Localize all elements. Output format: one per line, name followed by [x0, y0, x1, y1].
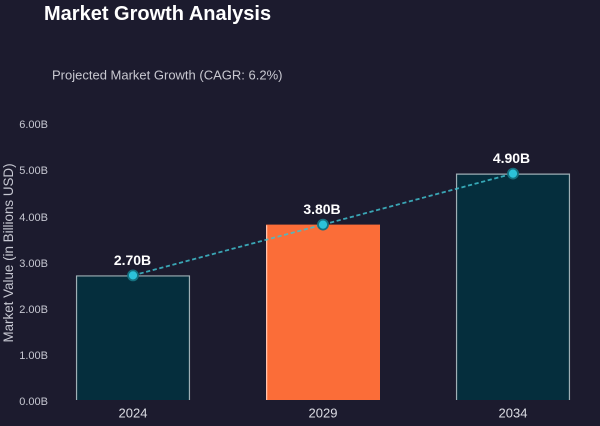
svg-text:Market Growth Analysis: Market Growth Analysis — [44, 3, 271, 25]
svg-text:0.00B: 0.00B — [19, 396, 48, 408]
svg-text:2.70B: 2.70B — [114, 252, 151, 268]
svg-text:Projected Market Growth (CAGR:: Projected Market Growth (CAGR: 6.2%) — [52, 68, 282, 83]
svg-text:3.00B: 3.00B — [19, 258, 48, 270]
svg-text:2034: 2034 — [499, 406, 528, 421]
svg-text:4.00B: 4.00B — [19, 212, 48, 224]
svg-text:5.00B: 5.00B — [19, 165, 48, 177]
svg-text:3.80B: 3.80B — [303, 201, 340, 217]
svg-text:6.00B: 6.00B — [19, 119, 48, 131]
svg-text:2029: 2029 — [309, 406, 338, 421]
svg-text:1.00B: 1.00B — [19, 350, 48, 362]
svg-text:Market Value (in Billions USD): Market Value (in Billions USD) — [1, 163, 16, 342]
svg-text:2.00B: 2.00B — [19, 304, 48, 316]
svg-text:4.90B: 4.90B — [493, 150, 530, 166]
svg-text:2024: 2024 — [119, 406, 148, 421]
